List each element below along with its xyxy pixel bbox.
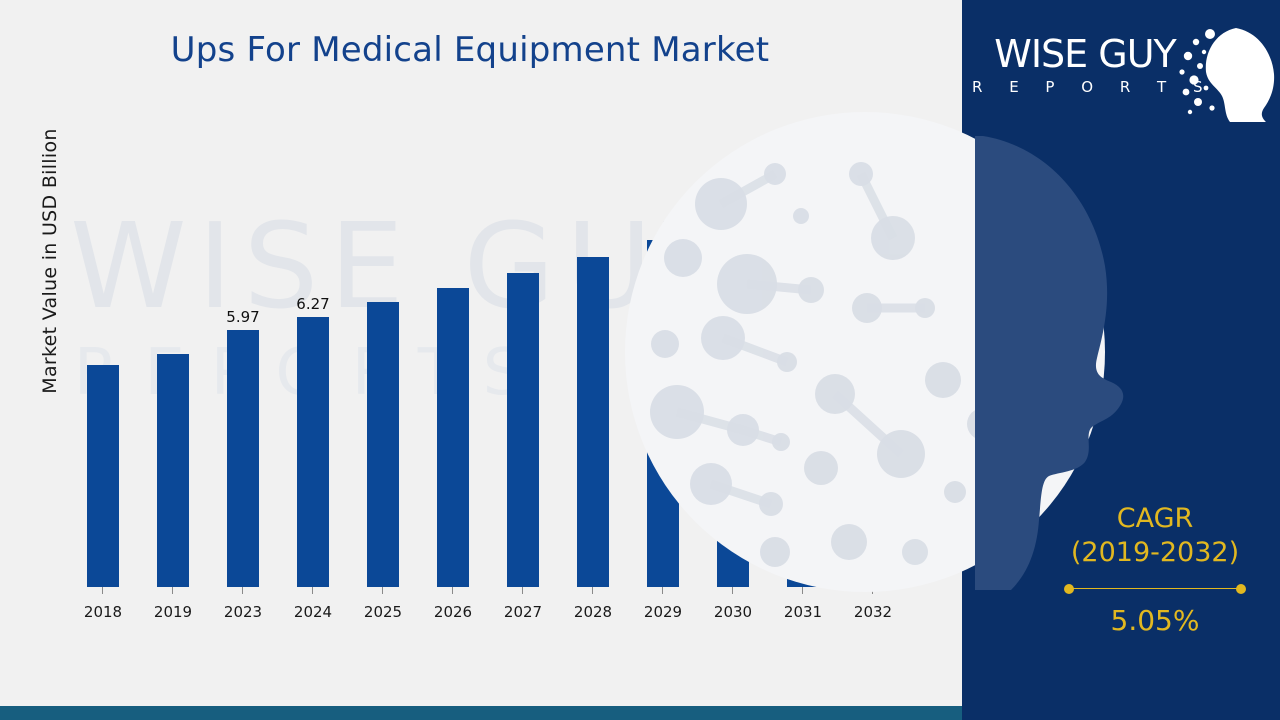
- bar-value-label-2023: 5.97: [226, 307, 260, 326]
- bar-group: 2026: [428, 130, 498, 621]
- x-tick-2028: [592, 587, 593, 594]
- x-tick-2027: [522, 587, 523, 594]
- bar-value-label-2024: 6.27: [296, 294, 330, 313]
- cagr-block: CAGR (2019-2032) 5.05%: [1030, 502, 1280, 637]
- x-tick-2030: [732, 587, 733, 594]
- x-tick-2031: [802, 587, 803, 594]
- logo-head-icon: [1179, 28, 1275, 122]
- x-tick-label-2024: 2024: [293, 603, 333, 621]
- bar-2024: [297, 316, 329, 587]
- bar-group: 2028: [568, 130, 638, 621]
- y-axis-label: Market Value in USD Billion: [39, 128, 61, 394]
- head-profile-svg: [975, 136, 1124, 590]
- cagr-divider: [1064, 583, 1246, 594]
- logo-wordmark: WISE GUY: [994, 32, 1176, 76]
- x-tick-label-2018: 2018: [83, 603, 123, 621]
- head-profile-silhouette: [975, 120, 1215, 600]
- bar-group: 5.97 2023: [218, 130, 288, 621]
- bottom-accent-strip: [0, 706, 962, 720]
- brand-logo: WISE GUY R E P O R T S: [962, 28, 1280, 122]
- x-tick-label-2027: 2027: [503, 603, 543, 621]
- x-tick-2025: [382, 587, 383, 594]
- x-tick-2026: [452, 587, 453, 594]
- plot-area: 2018 2019 5.97 2023 6.27 2024 2025 2026 2027 2028…: [78, 130, 918, 621]
- cagr-label: CAGR: [1116, 503, 1194, 534]
- bar-2025: [367, 302, 399, 587]
- x-tick-label-2025: 2025: [363, 603, 403, 621]
- x-tick-label-2028: 2028: [573, 603, 613, 621]
- x-tick-2029: [662, 587, 663, 594]
- x-tick-label-2019: 2019: [153, 603, 193, 621]
- bar-2023: [227, 329, 259, 587]
- bar-2028: [577, 257, 609, 587]
- x-tick-label-2023: 2023: [223, 603, 263, 621]
- x-tick-label-2030: 2030: [713, 603, 753, 621]
- bar-group: 6.27 2024: [288, 130, 358, 621]
- bar-2019: [157, 354, 189, 587]
- cagr-value: 5.05%: [1110, 603, 1200, 637]
- page-title: Ups For Medical Equipment Market: [170, 30, 770, 70]
- bar-group: 2019: [148, 130, 218, 621]
- x-tick-label-2026: 2026: [433, 603, 473, 621]
- logo-subtext: R E P O R T S: [972, 78, 1214, 96]
- bar-2027: [507, 273, 539, 587]
- cagr-period: (2019-2032): [1070, 536, 1240, 568]
- x-tick-label-2031: 2031: [783, 603, 823, 621]
- bar-group: 2018: [78, 130, 148, 621]
- divider-line: [1069, 587, 1241, 589]
- bar-group: 2025: [358, 130, 428, 621]
- x-tick-2024: [312, 587, 313, 594]
- x-tick-label-2032: 2032: [853, 603, 893, 621]
- bar-2018: [87, 364, 119, 587]
- bar-2026: [437, 288, 469, 587]
- x-tick-label-2029: 2029: [643, 603, 683, 621]
- x-tick-2019: [172, 587, 173, 594]
- bar-group: 2027: [498, 130, 568, 621]
- divider-dot-right: [1236, 583, 1246, 594]
- x-tick-2018: [102, 587, 103, 594]
- x-tick-2023: [242, 587, 243, 594]
